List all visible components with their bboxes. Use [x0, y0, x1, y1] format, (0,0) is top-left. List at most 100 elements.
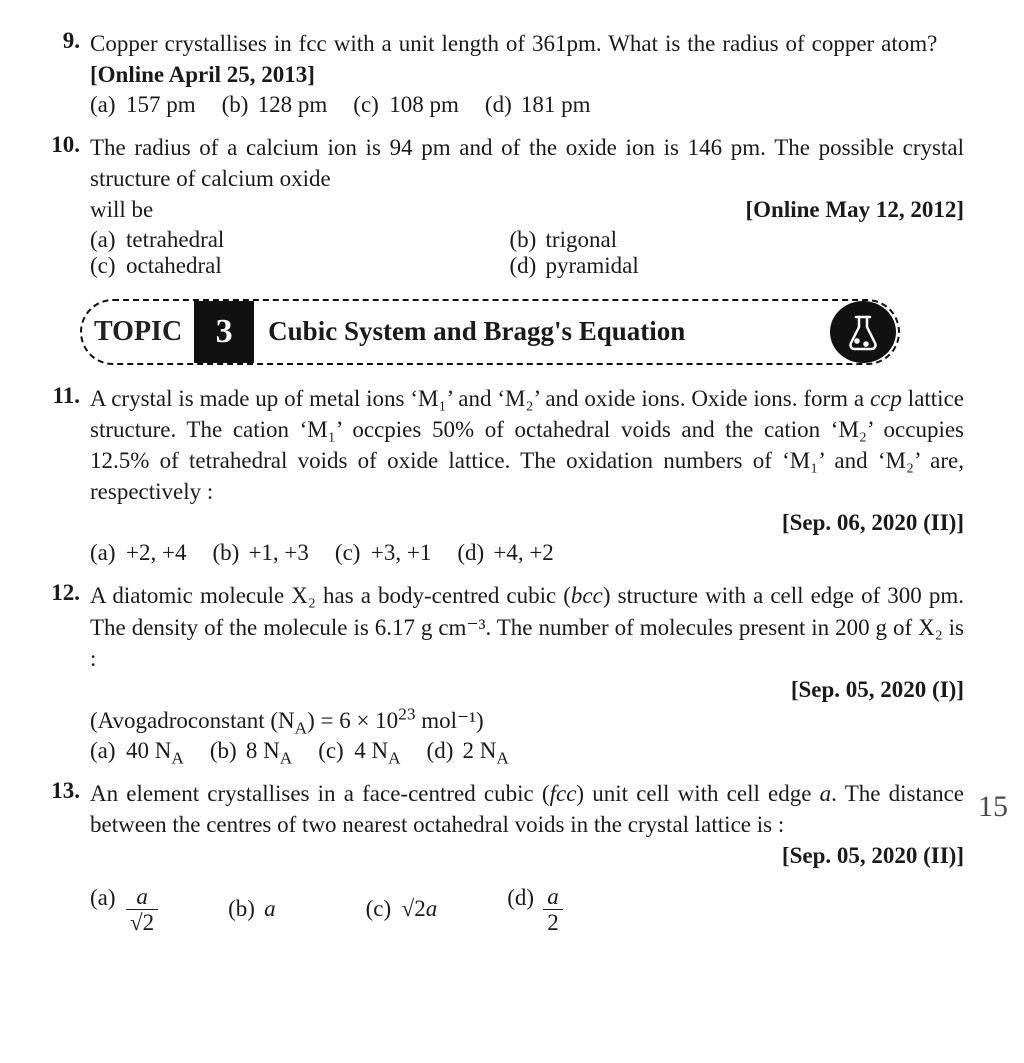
opt-text: 181 pm — [521, 92, 591, 118]
question-10: 10. The radius of a calcium ion is 94 pm… — [90, 132, 964, 279]
opt-label: (c) — [318, 738, 354, 764]
option-b: (b)trigonal — [510, 227, 930, 253]
fraction: a √2 — [126, 885, 158, 934]
opt-val: 4 N — [354, 738, 388, 763]
option-a: (a)tetrahedral — [90, 227, 510, 253]
option-a: (a) a √2 — [90, 885, 158, 934]
opt-text: +4, +2 — [493, 540, 553, 566]
opt-label: (d) — [427, 738, 463, 764]
a-var: a — [820, 781, 832, 806]
options: (a)157 pm (b)128 pm (c)108 pm (d)181 pm — [90, 92, 964, 118]
question-number: 11. — [32, 383, 80, 409]
opt-label: (b) — [222, 92, 258, 118]
opt-label: (b) — [212, 540, 248, 566]
source-tag: [Sep. 05, 2020 (I)] — [90, 674, 964, 705]
options: (a)+2, +4 (b)+1, +3 (c)+3, +1 (d)+4, +2 — [90, 540, 964, 566]
frac-den: 2 — [543, 910, 563, 934]
opt-label: (c) — [90, 253, 126, 279]
page: 9. Copper crystallises in fcc with a uni… — [0, 0, 1024, 1063]
options: (a)tetrahedral (b)trigonal (c)octahedral… — [90, 227, 964, 279]
opt-label: (b) — [228, 896, 264, 922]
opt-label: (c) — [335, 540, 371, 566]
stem-text: The radius of a calcium ion is 94 pm and… — [90, 135, 964, 191]
option-b: (b)+1, +3 — [212, 540, 308, 566]
question-number: 9. — [32, 28, 80, 54]
option-d: (d)181 pm — [485, 92, 591, 118]
opt-sub: A — [171, 748, 183, 767]
opt-text: trigonal — [546, 227, 618, 253]
stem-text-a: An element crystallises in a face-centre… — [90, 781, 550, 806]
option-d: (d)+4, +2 — [457, 540, 553, 566]
frac-den: √2 — [126, 910, 158, 934]
opt-label: (a) — [90, 540, 126, 566]
opt-label: (c) — [366, 896, 402, 922]
topic-label: TOPIC — [94, 316, 188, 348]
frac-num: a — [543, 885, 563, 910]
option-d: (d)pyramidal — [510, 253, 930, 279]
source-tag: [Sep. 05, 2020 (II)] — [90, 840, 964, 871]
avogadro-line: (Avogadroconstant (NA) = 6 × 1023 mol⁻¹) — [90, 705, 964, 736]
topic-number: 3 — [194, 301, 254, 363]
question-13: 13. An element crystallises in a face-ce… — [90, 778, 964, 934]
opt-text: √2a — [402, 896, 438, 922]
avog-c: mol⁻¹) — [415, 708, 483, 733]
opt-text: 40 NA — [126, 738, 184, 764]
option-d: (d) a 2 — [507, 885, 563, 934]
ccp-term: ccp — [870, 386, 902, 411]
stem-text-a: A diatomic molecule X₂ has a body-centre… — [90, 583, 571, 608]
topic-title: Cubic System and Bragg's Equation — [268, 317, 830, 347]
fraction: a 2 — [543, 885, 563, 934]
fcc-term: fcc — [550, 781, 577, 806]
options: (a) a √2 (b) a (c) √2a (d) a 2 — [90, 885, 964, 934]
opt-label: (b) — [210, 738, 246, 764]
topic-capsule: TOPIC 3 Cubic System and Bragg's Equatio… — [80, 299, 900, 365]
option-a: (a)157 pm — [90, 92, 196, 118]
option-a: (a)40 NA — [90, 738, 184, 764]
question-number: 12. — [32, 580, 80, 606]
opt-label: (d) — [510, 253, 546, 279]
bcc-term: bcc — [571, 583, 603, 608]
option-b: (b)8 NA — [210, 738, 292, 764]
stem-text-b: ) unit cell with cell edge — [576, 781, 819, 806]
opt-label: (a) — [90, 885, 126, 934]
opt-text: a — [264, 896, 276, 922]
opt-val: 40 N — [126, 738, 171, 763]
opt-label: (d) — [485, 92, 521, 118]
option-b: (b) a — [228, 896, 276, 922]
avog-a: (Avogadroconstant (N — [90, 708, 295, 733]
avog-sup: 23 — [398, 704, 415, 723]
opt-val: 2 N — [463, 738, 497, 763]
opt-text: 128 pm — [258, 92, 328, 118]
option-c: (c)4 NA — [318, 738, 400, 764]
option-d: (d)2 NA — [427, 738, 509, 764]
opt-text: 108 pm — [389, 92, 459, 118]
opt-text: +1, +3 — [248, 540, 308, 566]
opt-text: 8 NA — [246, 738, 292, 764]
opt-sub: A — [280, 748, 292, 767]
option-b: (b)128 pm — [222, 92, 328, 118]
question-stem: A crystal is made up of metal ions ‘M₁’ … — [90, 383, 964, 538]
opt-label: (b) — [510, 227, 546, 253]
opt-label: (d) — [507, 885, 543, 934]
question-stem: Copper crystallises in fcc with a unit l… — [90, 28, 964, 90]
options: (a)40 NA (b)8 NA (c)4 NA (d)2 NA — [90, 738, 964, 764]
option-c: (c) √2a — [366, 896, 438, 922]
opt-text: +3, +1 — [371, 540, 431, 566]
avog-b: ) = 6 × 10 — [307, 708, 398, 733]
option-c: (c)108 pm — [353, 92, 459, 118]
opt-label: (c) — [353, 92, 389, 118]
page-number-marker: 15 — [978, 790, 1008, 824]
opt-val: 8 N — [246, 738, 280, 763]
question-stem: The radius of a calcium ion is 94 pm and… — [90, 132, 964, 225]
opt-text: octahedral — [126, 253, 222, 279]
question-9: 9. Copper crystallises in fcc with a uni… — [90, 28, 964, 118]
opt-label: (a) — [90, 227, 126, 253]
opt-sub: A — [496, 748, 508, 767]
opt-var: a — [426, 896, 438, 921]
opt-text: 2 NA — [463, 738, 509, 764]
option-a: (a)+2, +4 — [90, 540, 186, 566]
opt-label: (a) — [90, 92, 126, 118]
opt-sub: A — [388, 748, 400, 767]
stem-text: Copper crystallises in fcc with a unit l… — [90, 31, 937, 56]
question-12: 12. A diatomic molecule X₂ has a body-ce… — [90, 580, 964, 763]
